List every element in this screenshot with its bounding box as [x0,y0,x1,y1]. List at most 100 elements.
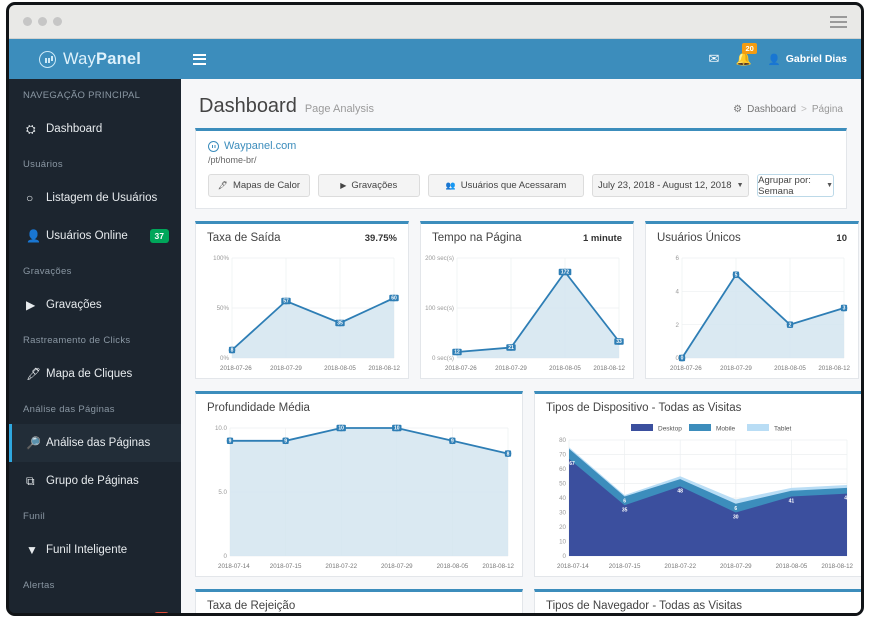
site-toolbar-panel: Waypanel.com /pt/home-br/ 🖋 Mapas de Calo… [195,128,847,209]
data-point-label-bg [558,268,572,276]
data-point-label: 48 [677,488,683,494]
sidebar-item-badge: 2 [154,612,169,613]
window-dot[interactable] [38,17,47,26]
user-menu[interactable]: 👤 Gabriel Dias [768,53,847,66]
x-axis-tick-label: 2018-07-14 [557,563,589,570]
card-header-value: 39.75% [364,233,397,244]
sidebar-item-funil-inteligente[interactable]: ▼ Funil Inteligente [9,531,181,569]
site-path: /pt/home-br/ [208,155,257,165]
group-by-select[interactable]: Agrupar por: Semana ▼ [757,174,834,197]
x-axis-tick-label: 2018-08-05 [549,365,581,372]
chart-card-tempo-na-pagina: Tempo na Página 1 minute 0 sec(s) 100 sec(s… [420,221,634,379]
y-axis-tick-label: 6 [676,255,680,262]
breadcrumb-home[interactable]: Dashboard [747,104,797,115]
data-point-label: 6 [623,499,626,505]
toolbar-button-grava-es[interactable]: ▶ Gravações [317,174,420,197]
sidebar-item-mapa-de-cliques[interactable]: 🖋 Mapa de Cliques [9,355,181,393]
dashboard-icon: ⚙ [733,104,743,115]
y-axis-tick-label: 80 [559,437,566,444]
browser-chrome-bar [9,5,861,39]
sidebar-group-header: Alertas [23,580,55,591]
chart-canvas-tempo-na-pagina[interactable]: 0 sec(s) 100 sec(s) 200 sec(s) 12 21 172 33 201… [421,248,633,378]
card-title: Usuários Únicos [657,232,741,244]
site-name[interactable]: Waypanel.com [224,140,297,152]
card-header: Tempo na Página 1 minute [421,224,633,248]
sidebar-item-dashboard[interactable]: ⛭ Dashboard [9,110,181,148]
y-axis-tick-label: 70 [559,452,566,459]
sidebar-toggle-icon[interactable] [193,53,206,65]
browser-menu-icon[interactable] [830,15,847,28]
legend-label: Mobile [716,426,736,433]
data-point-label: 0 [681,356,684,362]
toolbar-button-usu-rios-que-acessaram[interactable]: 👥 Usuários que Acessaram [427,174,585,197]
toolbar-button-label: Usuários que Acessaram [460,180,567,191]
sidebar-item-badge: 37 [149,229,169,243]
sidebar-group-header: Usuários [23,159,63,170]
line-series [231,297,395,351]
user-name: Gabriel Dias [785,53,847,65]
data-point-label-bg [678,354,686,362]
data-point-label-bg [449,437,456,444]
card-header-value: 10 [836,233,847,244]
data-point-label: 12 [454,350,460,356]
y-axis-tick-label: 50% [217,305,230,312]
sidebar-group-header: Rastreamento de Clicks [23,335,131,346]
sidebar-item-grupo-de-p-ginas[interactable]: ⧉ Grupo de Páginas [9,462,181,500]
brand-logo[interactable]: WayPanel [9,39,181,79]
area-fill [457,272,619,358]
data-point-label-bg [614,338,624,345]
site-row: Waypanel.com [208,140,834,152]
chart-card-usuarios-unicos: Usuários Únicos 10 0 2 4 6 0 5 2 3 2018-07-26 2018-… [645,221,859,379]
line-series [230,427,509,455]
chart-card-tipos-de-dispositivo: Tipos de Dispositivo - Todas as Visitas D… [534,391,861,577]
window-control-dots[interactable] [23,17,62,26]
sidebar-item-an-lise-das-p-ginas[interactable]: 🔎 Análise das Páginas [9,424,181,462]
chart-canvas-tipos-de-dispositivo[interactable]: Desktop Mobile Tablet 0 10 20 30 40 50 60 70 80 67 35… [535,418,861,576]
chart-card-taxa-de-saida: Taxa de Saída 39.75% 0% 50% 100% 8 57 35 60 2018-… [195,221,409,379]
y-axis-tick-label: 50 [559,481,566,488]
data-point-label: 60 [391,296,397,302]
envelope-icon[interactable]: ✉ [708,51,720,66]
content-area: ✉ 🔔 20 👤 Gabriel Dias Dashboard Page Anal… [181,39,861,613]
bell-icon[interactable]: 🔔 20 [735,43,757,67]
data-point-label: 10 [338,426,344,432]
data-point-label: 172 [561,270,570,276]
chart-canvas-usuarios-unicos[interactable]: 0 2 4 6 0 5 2 3 2018-07-26 2018-07-29 2018-08-05 20… [646,248,858,378]
x-axis-tick-label: 2018-08-05 [324,365,356,372]
card-header: Taxa de Rejeição [196,592,522,613]
chart-circle-icon [208,140,219,152]
toolbar-button-mapas-de-calor[interactable]: 🖋 Mapas de Calor [208,174,310,197]
data-point-label: 21 [508,345,514,351]
sidebar-item-label: Mapa de Cliques [46,368,133,380]
breadcrumb-separator: > [801,104,807,115]
sidebar-item-usu-rios-online[interactable]: 👤 Usuários Online 37 [9,217,181,255]
data-point-label: 43 [844,496,850,502]
y-axis-tick-label: 4 [676,289,680,296]
chart-canvas-profundidade-media[interactable]: 0 5.0 10.0 9 9 10 10 9 8 2018-07-14 2018-07-15 2018… [196,418,522,576]
x-axis-tick-label: 2018-07-15 [609,563,641,570]
date-range-picker[interactable]: July 23, 2018 - August 12, 2018 ▼ [592,174,750,197]
card-header: Tipos de Navegador - Todas as Visitas [535,592,861,613]
data-point-label-bg [452,348,462,356]
data-point-label: 2 [789,322,792,328]
sidebar-item-listagem-de-usu-rios[interactable]: ○ Listagem de Usuários [9,179,181,217]
data-point-label-bg [506,344,516,351]
chart-card-profundidade-media: Profundidade Média 0 5.0 10.0 9 9 10 10 9 8 2018-0… [195,391,523,577]
data-point-label: 8 [507,451,510,457]
x-axis-tick-label: 2018-07-14 [218,563,250,570]
legend-swatch [631,424,653,431]
x-axis-tick-label: 2018-07-26 [445,365,477,372]
page-header: Dashboard Page Analysis ⚙ Dashboard > Pá… [181,79,861,128]
sidebar-item-label: Dashboard [46,123,103,135]
legend-swatch [689,424,711,431]
window-dot[interactable] [53,17,62,26]
window-dot[interactable] [23,17,32,26]
sidebar-item-alerta-inteligente[interactable]: 📣Alerta Inteligente2 [9,600,181,613]
x-axis-tick-label: 2018-07-26 [220,365,252,372]
card-header: Profundidade Média [196,394,522,418]
sidebar: WayPanel NAVEGAÇÃO PRINCIPAL ⛭ Dashboard Us… [9,39,181,613]
dashboard-rows: Taxa de Saída 39.75% 0% 50% 100% 8 57 35 60 2018-… [181,221,861,613]
chart-canvas-taxa-de-saida[interactable]: 0% 50% 100% 8 57 35 60 2018-07-26 2018-07-29 2018… [196,248,408,378]
sidebar-item-grava-es[interactable]: ▶ Gravações [9,286,181,324]
data-point-label: 8 [231,348,234,354]
